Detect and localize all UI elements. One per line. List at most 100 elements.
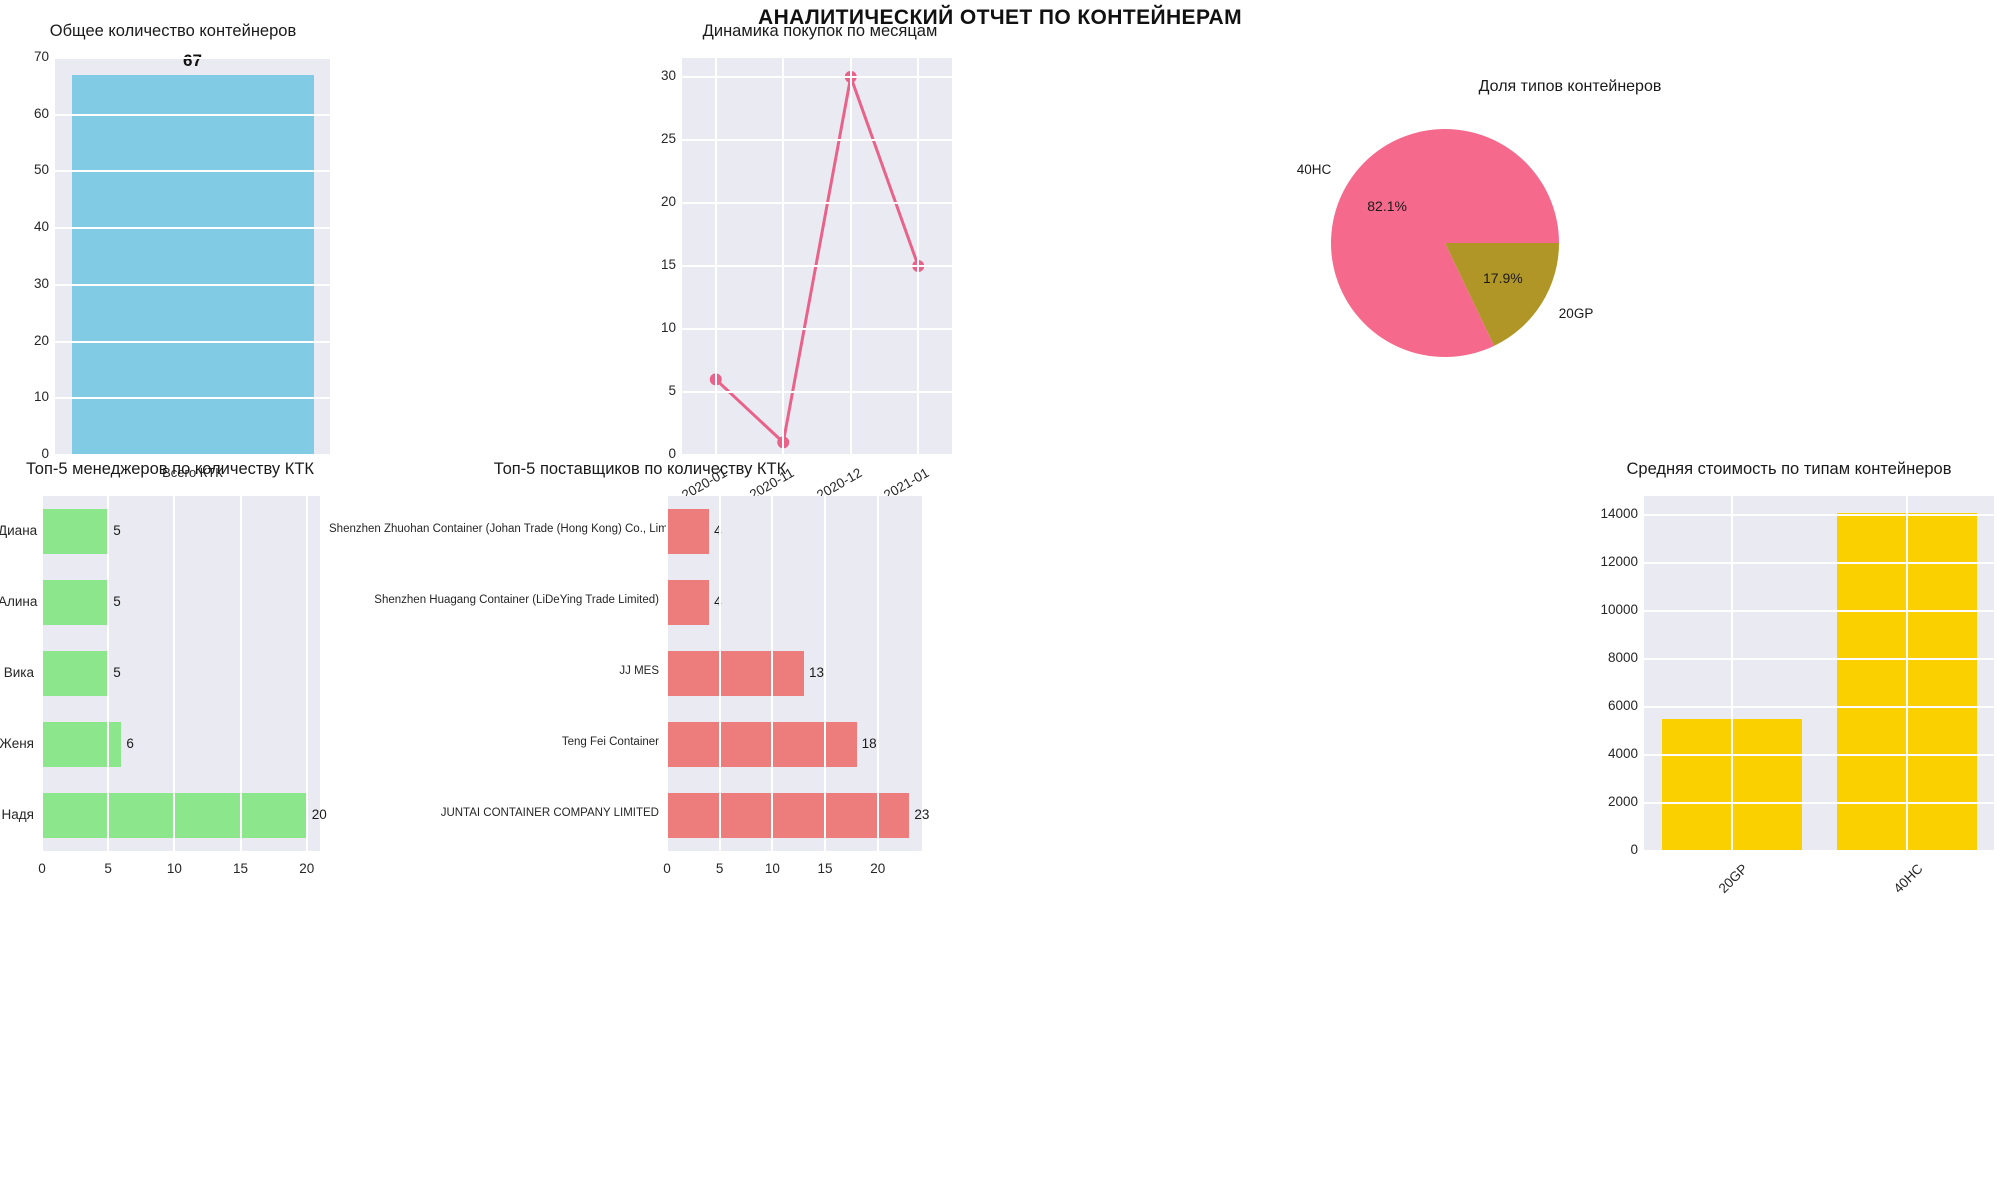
y-tick-label: 20: [33, 332, 49, 348]
y-category-label: Женя: [0, 735, 34, 751]
y-tick-label: 10: [660, 319, 676, 335]
y-tick-label: 40: [33, 219, 49, 235]
y-tick-label: 20: [660, 193, 676, 209]
gridline-vertical: [782, 58, 785, 455]
gridline-vertical: [1905, 496, 1908, 851]
gridline-vertical: [666, 496, 668, 851]
x-tick-label: 0: [38, 861, 46, 876]
gridline-horizontal: [55, 340, 330, 343]
chart-container-type-share: Доля типов контейнеров 82.1% 40HC 17.9% 20G…: [1290, 78, 1850, 458]
chart-title-top-suppliers: Топ-5 поставщиков по количеству КТК: [493, 460, 787, 478]
gridline-vertical: [718, 496, 721, 851]
gridline-vertical: [714, 58, 717, 455]
gridline-horizontal: [1644, 850, 1994, 852]
y-category-label: JJ MES: [619, 664, 659, 677]
y-category-label: JUNTAI CONTAINER COMPANY LIMITED: [440, 806, 659, 819]
y-tick-label: 5: [668, 382, 676, 398]
pie-category-label: 20GP: [1558, 305, 1594, 321]
y-category-label: Надя: [1, 806, 34, 822]
bar-item[interactable]: [667, 651, 804, 696]
y-tick-label: 60: [33, 105, 49, 121]
gridline-vertical: [41, 496, 43, 851]
y-category-label: Вика: [3, 664, 34, 680]
gridline-horizontal: [682, 454, 952, 456]
y-tick-label: 30: [660, 67, 676, 83]
bar-item[interactable]: [42, 651, 109, 696]
bar-item[interactable]: [42, 509, 109, 554]
x-tick-label: 20GP: [1715, 861, 1751, 897]
y-tick-label: 0: [1630, 842, 1638, 857]
gridline-horizontal: [1644, 514, 1994, 517]
y-tick-label: 15: [660, 256, 676, 272]
y-tick-label: 10: [33, 389, 49, 405]
bar-value-label: 6: [126, 735, 134, 751]
dashboard-title: АНАЛИТИЧЕСКИЙ ОТЧЕТ ПО КОНТЕЙНЕРАМ: [758, 6, 1242, 29]
y-tick-label: 12000: [1600, 554, 1638, 570]
gridline-horizontal: [1644, 754, 1994, 757]
y-category-label: Shenzhen Huagang Container (LiDeYing Tra…: [374, 593, 659, 606]
bar-value-label: 13: [808, 664, 824, 680]
gridline-horizontal: [55, 283, 330, 286]
line-series-monthly-dynamics: [709, 70, 925, 449]
bar-item[interactable]: [42, 722, 122, 767]
gridline-vertical: [876, 496, 879, 851]
y-tick-label: 14000: [1600, 506, 1638, 522]
x-tick-label: 10: [166, 861, 182, 876]
bar-value-label: 5: [113, 522, 121, 538]
gridline-horizontal: [55, 227, 330, 230]
bar-value-label: 23: [914, 806, 930, 822]
gridline-vertical: [771, 496, 774, 851]
y-category-label: Shenzhen Zhuohan Container (Johan Trade …: [329, 522, 691, 535]
chart-avg-cost-by-type: Средняя стоимость по типам контейнеров 0…: [1578, 460, 2000, 920]
x-tick-label: 10: [764, 861, 780, 876]
bar-item[interactable]: [667, 793, 910, 838]
pie-slices: [1331, 129, 1559, 357]
gridline-horizontal: [682, 390, 952, 393]
gridline-horizontal: [682, 264, 952, 267]
gridline-vertical: [1730, 496, 1733, 851]
bar-item[interactable]: [42, 580, 109, 625]
chart-top-managers: Топ-5 менеджеров по количеству КТК 0 5 10 1…: [0, 460, 340, 880]
gridline-horizontal: [682, 138, 952, 141]
x-tick-label: 40HC: [1890, 861, 1926, 897]
y-tick-label: 2000: [1607, 794, 1638, 810]
gridline-vertical: [917, 58, 920, 455]
gridline-horizontal: [1644, 802, 1994, 805]
bar-item[interactable]: [667, 580, 710, 625]
chart-title-top-managers: Топ-5 менеджеров по количеству КТК: [25, 460, 315, 478]
bar-total-ktk[interactable]: [71, 75, 314, 455]
y-category-label: Алина: [0, 593, 38, 609]
y-tick-label: 0: [668, 446, 676, 461]
chart-title-avg-cost-by-type: Средняя стоимость по типам контейнеров: [1626, 460, 1952, 478]
bar-value-label: 67: [183, 51, 202, 70]
x-tick-label: 0: [663, 861, 671, 876]
gridline-horizontal: [682, 201, 952, 204]
pie-area-container-type-share: [1330, 128, 1560, 358]
x-category-label: Всего КТК: [162, 465, 223, 480]
chart-top-suppliers: Топ-5 поставщиков по количеству КТК 0 5 10…: [329, 460, 950, 880]
y-tick-label: 4000: [1607, 746, 1638, 762]
gridline-vertical: [107, 496, 110, 851]
y-tick-label: 0: [41, 446, 49, 461]
bar-item[interactable]: [667, 722, 857, 767]
bar-value-label: 20: [311, 806, 327, 822]
x-tick-label: 5: [104, 861, 112, 876]
gridline-horizontal: [1644, 706, 1994, 709]
chart-title-container-type-share: Доля типов контейнеров: [1478, 78, 1662, 95]
y-tick-label: 70: [33, 49, 49, 64]
bar-item[interactable]: [667, 509, 710, 554]
gridline-horizontal: [1644, 658, 1994, 661]
bar-value-label: 18: [861, 735, 877, 751]
y-tick-label: 10000: [1600, 602, 1638, 618]
gridline-horizontal: [55, 397, 330, 400]
x-tick-label: 20: [299, 861, 315, 876]
y-tick-label: 50: [33, 162, 49, 178]
y-tick-label: 30: [33, 275, 49, 291]
gridline-vertical: [305, 496, 308, 851]
x-tick-label: 15: [817, 861, 833, 876]
pie-slice[interactable]: [1445, 243, 1559, 346]
x-tick-label: 5: [715, 861, 724, 876]
bar-value-label: 5: [113, 664, 121, 680]
pie-percent-label: 17.9%: [1483, 270, 1523, 287]
x-tick-label: 20: [870, 861, 886, 876]
